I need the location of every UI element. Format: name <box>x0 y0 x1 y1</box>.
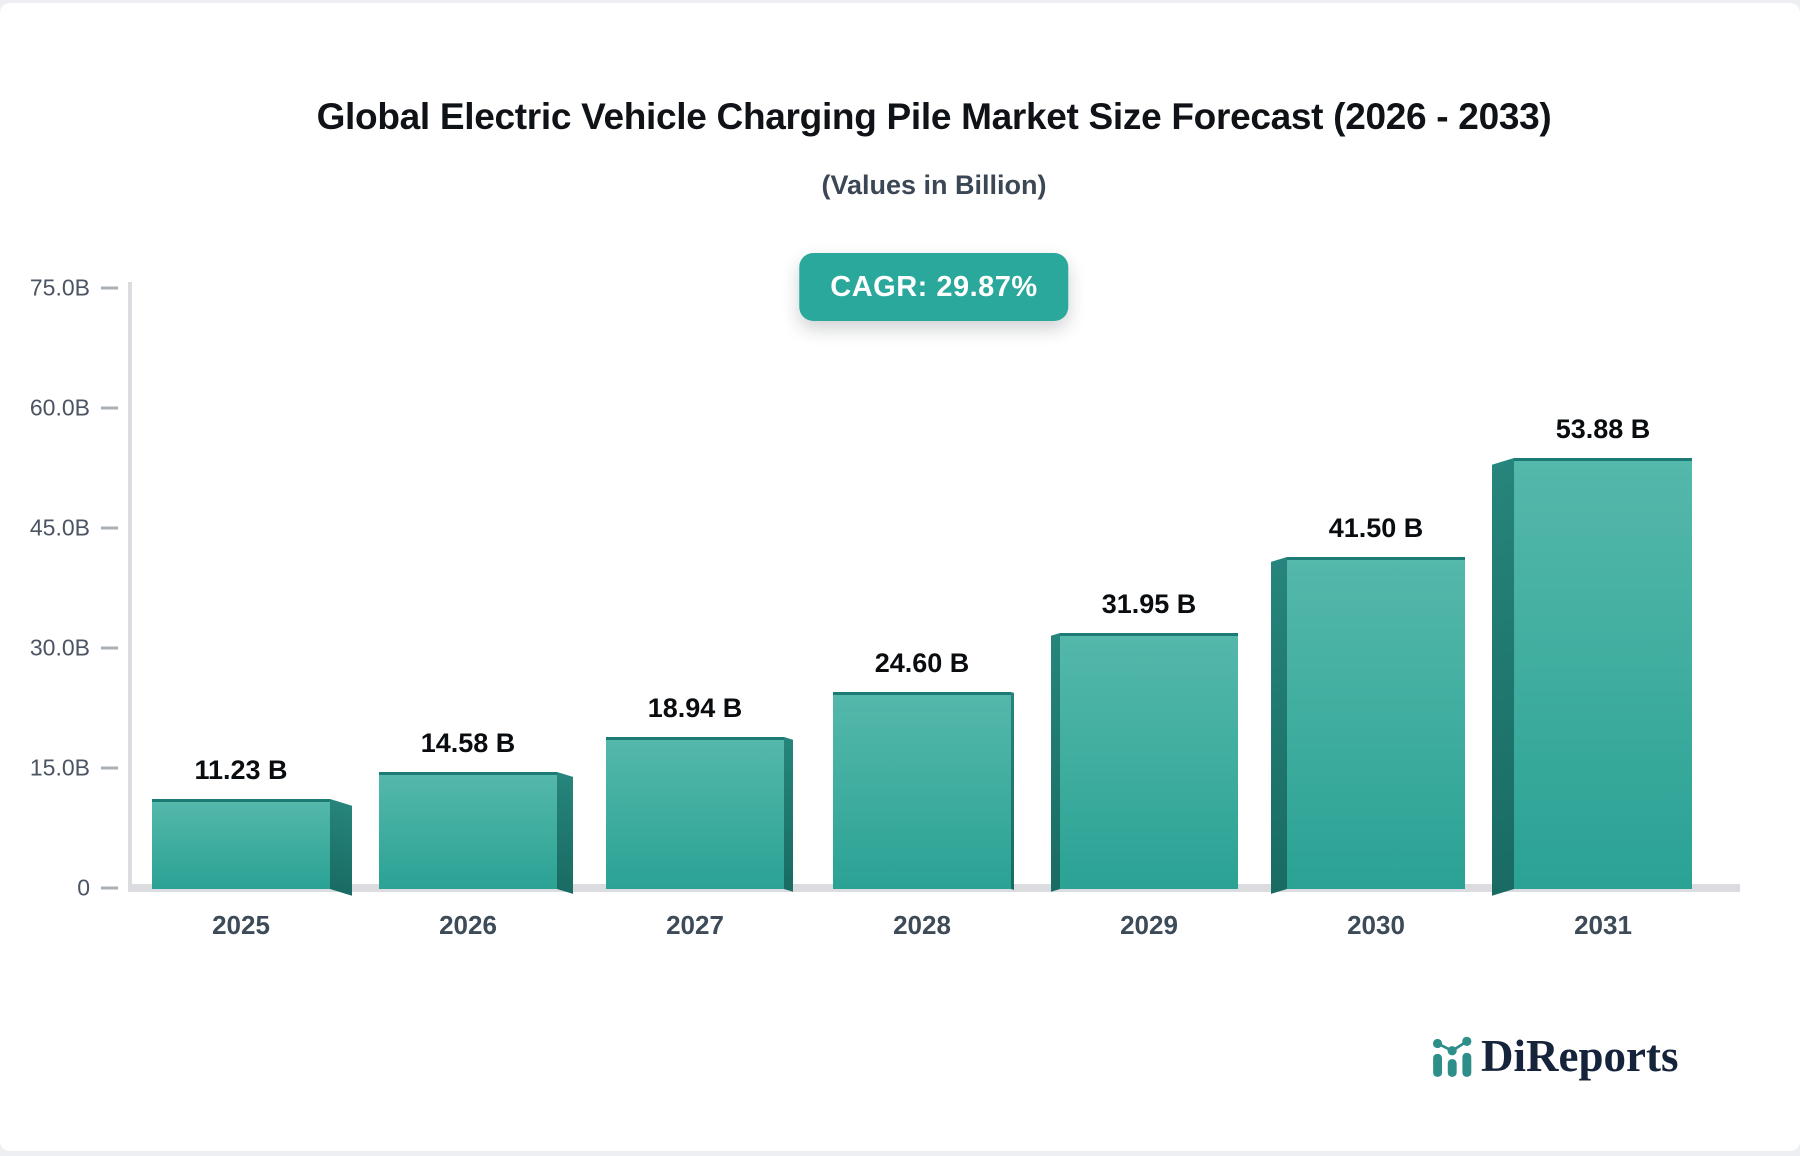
bar-2025 <box>152 799 330 889</box>
page-subtitle: (Values in Billion) <box>821 170 1047 200</box>
x-tick-label: 2026 <box>439 910 497 940</box>
bar-3d-side <box>784 737 793 892</box>
x-tick-label: 2028 <box>893 910 951 940</box>
y-tick-label: 60.0B <box>29 394 90 421</box>
brand-logo-text: DiReports <box>1481 1031 1679 1081</box>
bar-3d-side <box>1492 458 1514 896</box>
y-tick-label: 45.0B <box>29 514 90 541</box>
brand-logo: DiReports <box>1430 1032 1678 1080</box>
cagr-badge: CAGR: 29.87% <box>799 253 1069 321</box>
bar-value-label: 18.94 B <box>647 693 743 723</box>
y-tick-label: 15.0B <box>29 754 90 781</box>
y-axis-line <box>128 282 132 886</box>
bar-value-label: 41.50 B <box>1328 513 1424 543</box>
x-tick-label: 2025 <box>212 910 270 940</box>
bar-2031 <box>1514 458 1692 889</box>
bar-3d-side <box>1051 633 1060 892</box>
bar-value-label: 11.23 B <box>194 755 288 785</box>
bar-2029 <box>1060 633 1238 889</box>
y-tick-mark <box>101 646 118 650</box>
bar-3d-side <box>330 799 352 896</box>
y-tick-mark <box>101 286 118 290</box>
y-tick-mark <box>101 886 118 890</box>
page-title: Global Electric Vehicle Charging Pile Ma… <box>316 96 1552 137</box>
y-tick-label: 30.0B <box>29 634 90 661</box>
bar-value-label: 53.88 B <box>1555 414 1651 444</box>
y-tick-label: 0 <box>77 874 90 901</box>
x-tick-label: 2030 <box>1347 910 1405 940</box>
bar-value-label: 31.95 B <box>1101 589 1197 619</box>
bar-value-label: 14.58 B <box>420 728 516 758</box>
bar-3d-side <box>1271 557 1287 894</box>
bar-3d-side <box>1011 692 1014 890</box>
mini-bar-line-chart-icon <box>1432 1036 1472 1077</box>
y-tick-mark <box>101 406 118 410</box>
bar-2028 <box>833 692 1011 889</box>
y-tick-mark <box>101 526 118 530</box>
y-tick-mark <box>101 766 118 770</box>
y-tick-label: 75.0B <box>29 274 90 301</box>
x-tick-label: 2027 <box>666 910 724 940</box>
bar-2027 <box>606 737 784 889</box>
bar-3d-side <box>557 772 573 894</box>
x-tick-label: 2031 <box>1574 910 1632 940</box>
bar-2026 <box>379 772 557 889</box>
bar-2030 <box>1287 557 1465 889</box>
bar-value-label: 24.60 B <box>874 648 970 678</box>
x-tick-label: 2029 <box>1120 910 1178 940</box>
